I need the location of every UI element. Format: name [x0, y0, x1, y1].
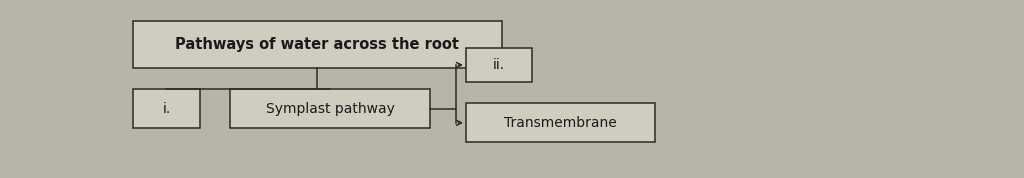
FancyBboxPatch shape [133, 21, 502, 68]
FancyBboxPatch shape [133, 89, 200, 128]
Text: ii.: ii. [494, 58, 505, 72]
Text: Pathways of water across the root: Pathways of water across the root [175, 37, 460, 52]
FancyBboxPatch shape [466, 103, 655, 142]
Text: i.: i. [162, 102, 171, 116]
FancyBboxPatch shape [466, 48, 532, 82]
Text: Transmembrane: Transmembrane [504, 116, 617, 130]
Text: Symplast pathway: Symplast pathway [266, 102, 394, 116]
FancyBboxPatch shape [230, 89, 430, 128]
